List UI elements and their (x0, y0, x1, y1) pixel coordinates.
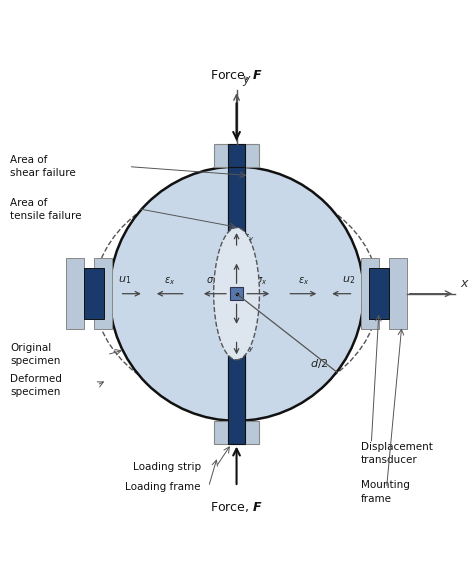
Text: Loading strip: Loading strip (133, 461, 201, 472)
Text: $d$/2: $d$/2 (310, 357, 328, 370)
Bar (361, 258, 379, 329)
Bar (228, 166, 245, 444)
Text: Original
specimen: Original specimen (10, 343, 61, 366)
Bar (230, 287, 243, 300)
Text: $x$: $x$ (460, 277, 470, 290)
Bar (389, 258, 407, 329)
Text: $u_2$: $u_2$ (342, 274, 355, 286)
Text: Deformed
specimen: Deformed specimen (10, 374, 62, 397)
Text: Force, $\boldsymbol{F}$: Force, $\boldsymbol{F}$ (210, 500, 263, 514)
Circle shape (109, 166, 364, 421)
Bar (228, 144, 245, 421)
Text: $\varepsilon_x$: $\varepsilon_x$ (164, 275, 175, 287)
Text: Force, $\boldsymbol{F}$: Force, $\boldsymbol{F}$ (210, 68, 263, 82)
Text: Area of
tensile failure: Area of tensile failure (10, 198, 82, 221)
Bar (214, 421, 259, 444)
Text: $\sigma_x$: $\sigma_x$ (255, 275, 267, 287)
Text: $\varepsilon_y$: $\varepsilon_y$ (243, 343, 254, 355)
Text: Mounting
frame: Mounting frame (361, 481, 410, 504)
Text: Area of
shear failure: Area of shear failure (10, 155, 76, 178)
Bar (84, 268, 104, 319)
Text: $\sigma_y$: $\sigma_y$ (243, 266, 255, 278)
Text: $\sigma_y$: $\sigma_y$ (243, 309, 255, 321)
Bar (66, 258, 84, 329)
Text: $y$: $y$ (242, 74, 252, 88)
Bar (94, 258, 112, 329)
Text: $\sigma_x$: $\sigma_x$ (206, 275, 218, 287)
Text: $\varepsilon_y$: $\varepsilon_y$ (243, 232, 254, 244)
Ellipse shape (214, 228, 259, 360)
Text: $u_1$: $u_1$ (118, 274, 131, 286)
Text: Displacement
transducer: Displacement transducer (361, 442, 433, 465)
Bar (214, 144, 259, 166)
Bar (369, 268, 389, 319)
Text: Loading frame: Loading frame (126, 482, 201, 492)
Text: $\varepsilon_x$: $\varepsilon_x$ (298, 275, 309, 287)
